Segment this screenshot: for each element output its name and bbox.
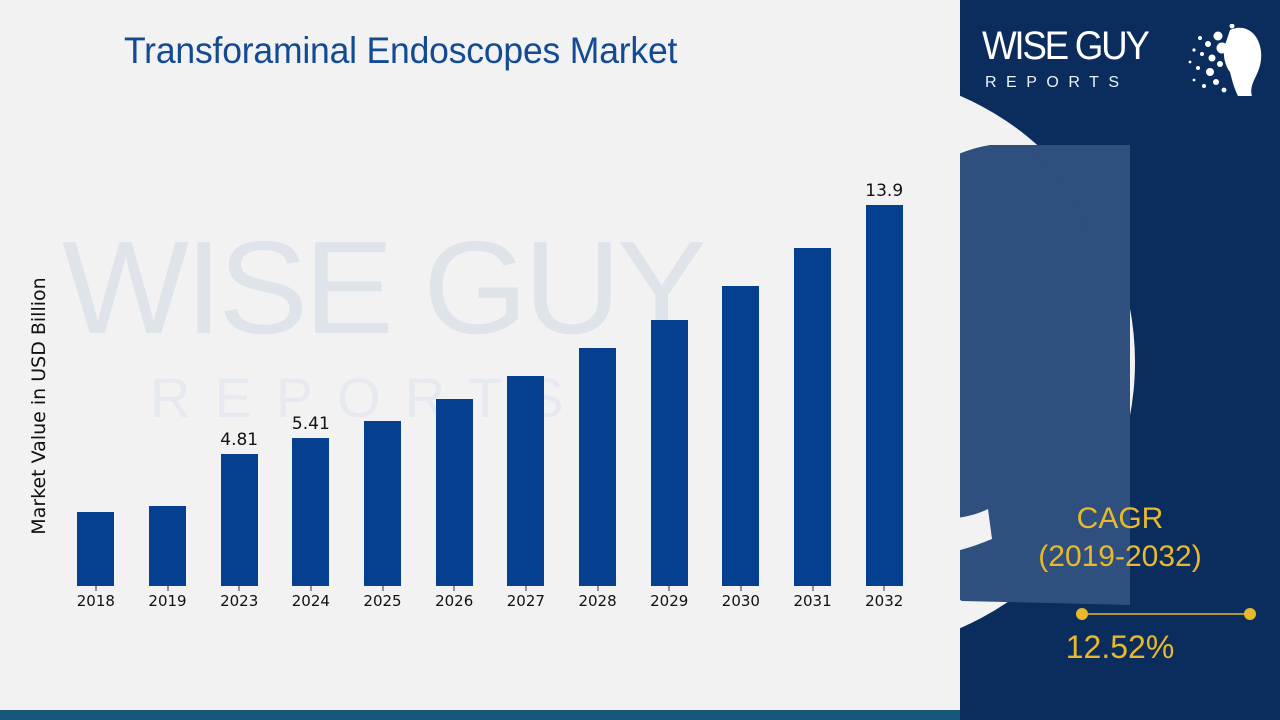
tick-mark [310, 586, 312, 591]
x-axis-tick: 2029 [633, 586, 705, 616]
branding-panel: WISE GUY REPORTS CAGR (2019-2032) [960, 0, 1280, 720]
x-axis-tick: 2025 [347, 586, 419, 616]
bar [650, 319, 688, 586]
x-axis-tick: 2030 [705, 586, 777, 616]
x-axis-tick-label: 2028 [578, 592, 617, 610]
x-axis-tick-label: 2026 [435, 592, 474, 610]
bar-slot: 0 [347, 180, 419, 586]
bar-value-label: 13.9 [865, 180, 904, 201]
x-axis-tick: 2023 [203, 586, 275, 616]
bar-chart-plot: 004.815.41000000013.9 [60, 180, 920, 586]
tick-mark [883, 586, 885, 591]
x-axis-tick-label: 2025 [363, 592, 402, 610]
cagr-block: CAGR (2019-2032) [960, 500, 1280, 577]
bar-slot: 4.81 [203, 180, 275, 586]
chart-panel: Transforaminal Endoscopes Market WISE GU… [0, 30, 960, 720]
x-axis-tick: 2028 [562, 586, 634, 616]
cagr-range: (2019-2032) [1038, 540, 1202, 574]
logo-brand-top: WISE GUY [982, 24, 1150, 68]
bottom-accent-strip [0, 710, 960, 720]
cagr-value: 12.52% [1065, 629, 1175, 665]
x-axis-tick: 2032 [848, 586, 920, 616]
bar [364, 421, 402, 586]
x-axis-labels: 2018 2019 2023 2024 2025 2026 2027 2028 2029 2030… [60, 586, 920, 616]
logo-brand-bottom: REPORTS [985, 74, 1129, 91]
bar [220, 454, 258, 586]
x-axis-tick: 2018 [60, 586, 132, 616]
tick-mark [668, 586, 670, 591]
bar [292, 437, 330, 586]
bar [149, 506, 186, 586]
tick-mark [167, 586, 168, 591]
tick-mark [525, 586, 527, 591]
bar [865, 204, 903, 586]
bar-slot: 0 [633, 180, 705, 586]
x-axis-tick: 2019 [132, 586, 204, 616]
bar-slot: 5.41 [275, 180, 347, 586]
bar-slot: 0 [418, 180, 490, 586]
tick-mark [382, 586, 384, 591]
bar-slot: 0 [562, 180, 634, 586]
tick-mark [597, 586, 599, 591]
x-axis-tick-label: 2030 [721, 592, 760, 610]
x-axis-tick-label: 2019 [148, 592, 187, 610]
x-axis-tick: 2031 [777, 586, 849, 616]
bar-series: 004.815.41000000013.9 [60, 180, 920, 586]
tick-mark [740, 586, 742, 591]
bar-slot: 0 [490, 180, 562, 586]
bar [507, 375, 545, 586]
x-axis-tick: 2026 [418, 586, 490, 616]
bar [579, 348, 617, 586]
tick-mark [95, 586, 97, 591]
x-axis-tick: 2024 [275, 586, 347, 616]
bar-slot: 0 [132, 180, 204, 586]
bar [794, 247, 832, 586]
x-axis-tick: 2027 [490, 586, 562, 616]
bar-value-label: 5.41 [291, 413, 330, 434]
bar-slot: 13.9 [848, 180, 920, 586]
tick-mark [812, 586, 814, 591]
head-silhouette-icon [960, 145, 1130, 605]
x-axis-tick-label: 2031 [793, 592, 832, 610]
bar [435, 399, 473, 586]
x-axis-tick-label: 2018 [76, 592, 115, 610]
bar-slot: 0 [60, 180, 132, 586]
bar-value-label: 4.81 [220, 430, 259, 451]
tick-mark [453, 586, 455, 591]
cagr-divider [1076, 608, 1256, 620]
x-axis-tick-label: 2023 [220, 592, 259, 610]
bar [77, 512, 115, 586]
bar [722, 285, 760, 586]
head-profile-dots-icon [1188, 24, 1262, 97]
x-axis-tick-label: 2029 [650, 592, 689, 610]
y-axis-title: Market Value in USD Billion [28, 277, 50, 535]
x-axis-tick-label: 2027 [506, 592, 545, 610]
x-axis-tick-label: 2024 [291, 592, 330, 610]
tick-mark [238, 586, 240, 591]
bar-slot: 0 [705, 180, 777, 586]
bar-slot: 0 [777, 180, 849, 586]
cagr-label: CAGR [1076, 502, 1164, 535]
wiseguy-logo: WISE GUY REPORTS [982, 24, 1262, 118]
page-title: Transforaminal Endoscopes Market [124, 30, 678, 71]
x-axis-tick-label: 2032 [865, 592, 904, 610]
